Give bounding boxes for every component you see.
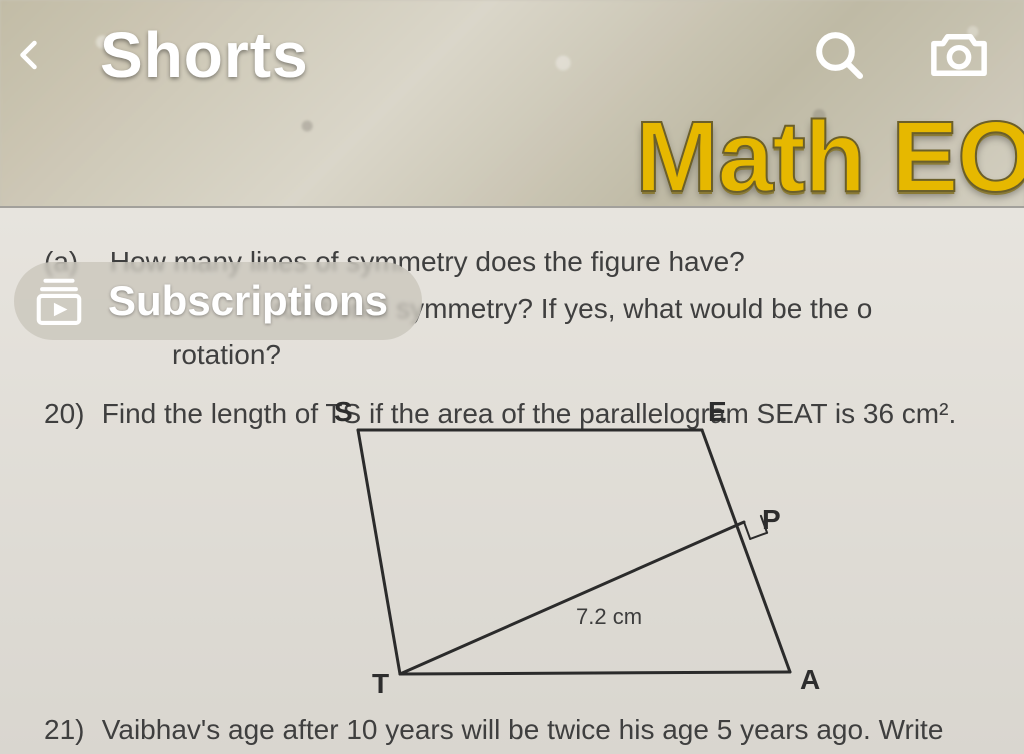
question-21-text: Vaibhav's age after 10 years will be twi…: [102, 714, 944, 745]
question-b-line2: rotation?: [44, 335, 1004, 376]
shorts-title: Shorts: [100, 18, 309, 92]
vertex-label-a: A: [800, 664, 820, 696]
vertex-label-s: S: [334, 396, 353, 428]
vertex-label-t: T: [372, 668, 389, 700]
subscriptions-icon: [32, 274, 86, 328]
question-21: 21) Vaibhav's age after 10 years will be…: [44, 714, 943, 746]
vertex-label-e: E: [708, 396, 727, 428]
back-button[interactable]: [10, 35, 50, 75]
shorts-header: Shorts: [0, 0, 1024, 110]
parallelogram-figure: S E A T P 7.2 cm: [270, 422, 830, 722]
chevron-left-icon: [12, 37, 48, 73]
vertex-label-p: P: [762, 504, 781, 536]
question-21-marker: 21): [44, 714, 94, 746]
channel-brand-title: Math EO: [635, 100, 1024, 215]
search-button[interactable]: [804, 20, 874, 90]
camera-button[interactable]: [924, 20, 994, 90]
question-20-marker: 20): [44, 394, 94, 435]
subscriptions-pill[interactable]: Subscriptions: [14, 262, 422, 340]
search-icon: [811, 27, 867, 83]
camera-icon: [927, 27, 991, 83]
subscriptions-label: Subscriptions: [108, 277, 388, 325]
dimension-tp: 7.2 cm: [576, 604, 642, 630]
parallelogram-svg: [270, 422, 830, 722]
question-b-frag2: rotation?: [172, 339, 281, 370]
